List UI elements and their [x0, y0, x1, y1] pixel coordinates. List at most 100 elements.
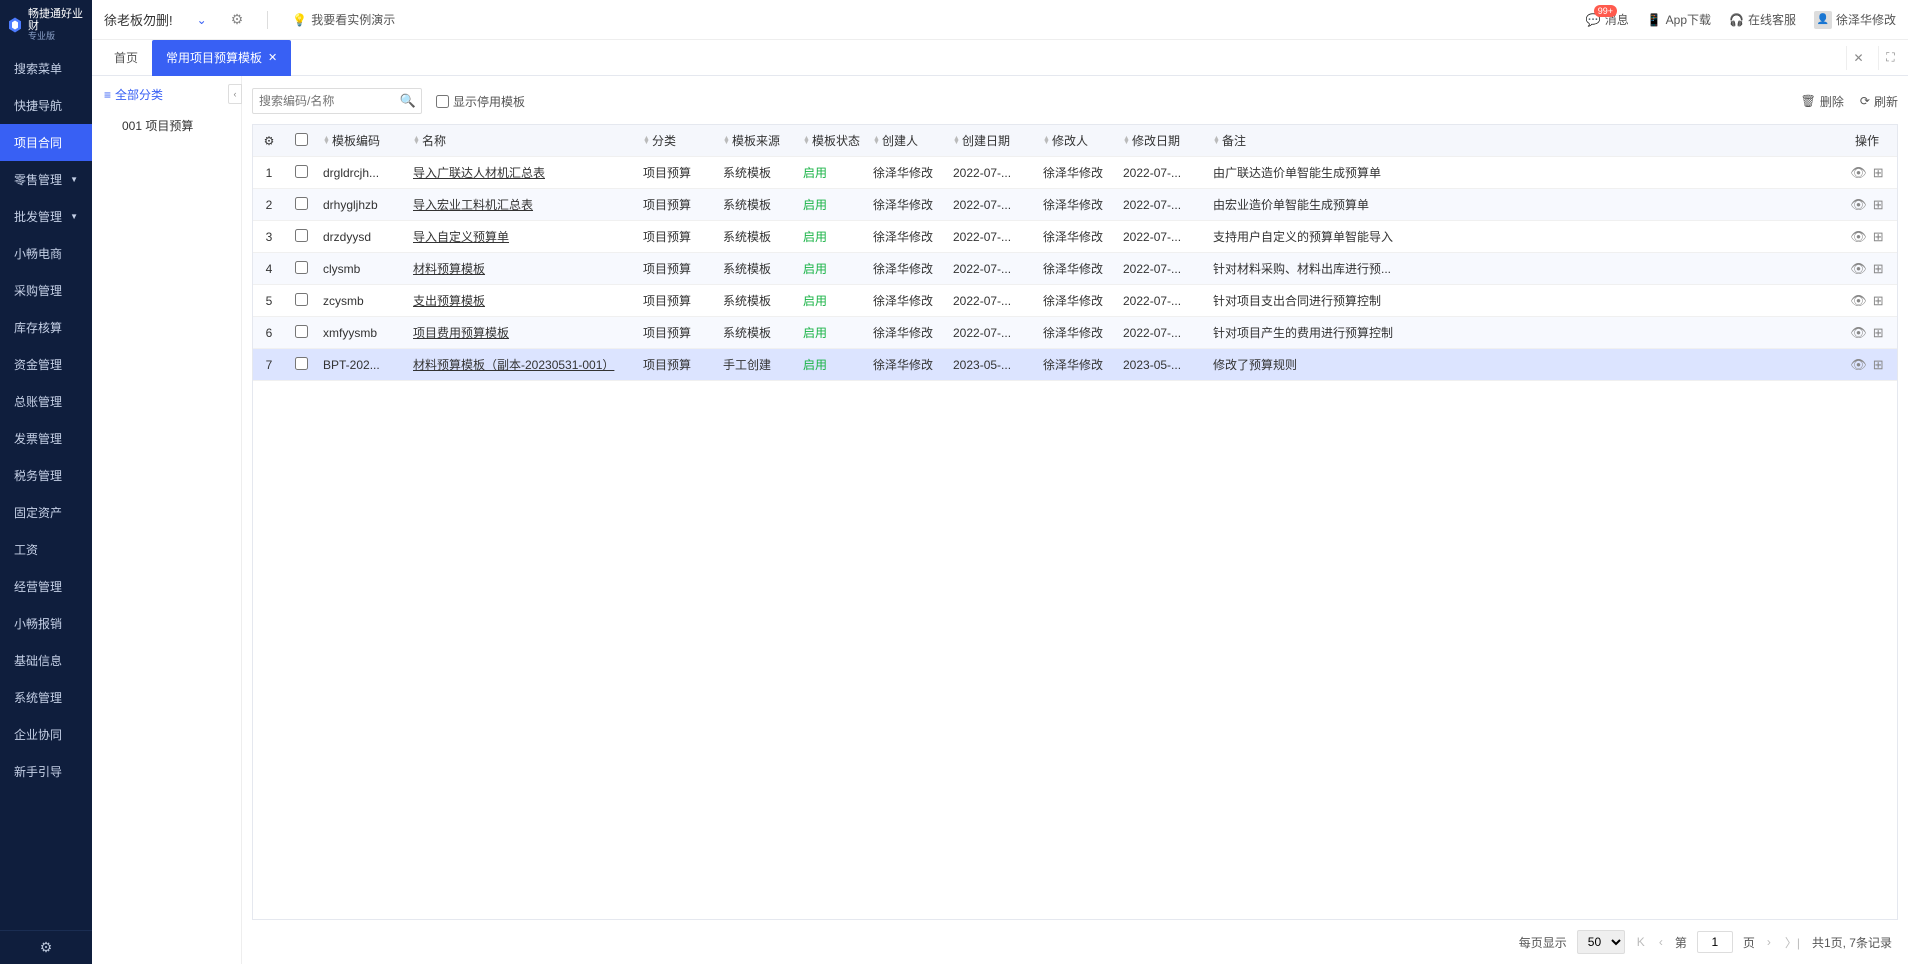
- messages-link[interactable]: 💬 消息 99+: [1586, 11, 1629, 28]
- search-input[interactable]: [252, 88, 422, 114]
- row-checkbox[interactable]: [295, 165, 308, 178]
- next-page-button[interactable]: ›: [1765, 935, 1773, 949]
- cell-code: xmfyysmb: [317, 317, 407, 349]
- view-icon[interactable]: 👁: [1850, 165, 1867, 181]
- nav-item-5[interactable]: 小畅电商: [0, 235, 92, 272]
- nav-item-9[interactable]: 总账管理: [0, 383, 92, 420]
- table-row[interactable]: 2drhygljhzb导入宏业工料机汇总表项目预算系统模板启用徐泽华修改2022…: [253, 189, 1897, 221]
- view-icon[interactable]: 👁: [1850, 229, 1867, 245]
- row-checkbox[interactable]: [295, 325, 308, 338]
- page-input[interactable]: [1697, 931, 1733, 953]
- nav-item-0[interactable]: 搜索菜单: [0, 50, 92, 87]
- row-checkbox[interactable]: [295, 261, 308, 274]
- col-modifier[interactable]: ▲▼修改人: [1037, 125, 1117, 157]
- org-settings-icon[interactable]: ⚙: [231, 11, 244, 28]
- nav-item-4[interactable]: 批发管理▼: [0, 198, 92, 235]
- nav-item-6[interactable]: 采购管理: [0, 272, 92, 309]
- demo-link[interactable]: 💡 我要看实例演示: [292, 11, 395, 28]
- tab-close-icon[interactable]: ✕: [268, 51, 277, 64]
- panel-collapse-icon[interactable]: ‹: [228, 84, 242, 104]
- more-icon[interactable]: ⊞: [1873, 229, 1884, 245]
- col-remark[interactable]: ▲▼备注: [1207, 125, 1837, 157]
- nav-item-13[interactable]: 工资: [0, 531, 92, 568]
- cell-name-link[interactable]: 导入广联达人材机汇总表: [413, 166, 545, 180]
- table-row[interactable]: 5zcysmb支出预算模板项目预算系统模板启用徐泽华修改2022-07-...徐…: [253, 285, 1897, 317]
- nav-item-18[interactable]: 企业协同: [0, 716, 92, 753]
- col-code[interactable]: ▲▼模板编码: [317, 125, 407, 157]
- refresh-button[interactable]: ⟳ 刷新: [1860, 93, 1898, 110]
- row-checkbox[interactable]: [295, 293, 308, 306]
- tab-home[interactable]: 首页: [100, 40, 152, 76]
- show-disabled-checkbox[interactable]: [436, 95, 449, 108]
- cell-cdate: 2022-07-...: [947, 285, 1037, 317]
- view-icon[interactable]: 👁: [1850, 197, 1867, 213]
- col-name[interactable]: ▲▼名称: [407, 125, 637, 157]
- col-creator[interactable]: ▲▼创建人: [867, 125, 947, 157]
- category-item[interactable]: 001 项目预算: [92, 111, 241, 140]
- nav-item-19[interactable]: 新手引导: [0, 753, 92, 790]
- nav-item-3[interactable]: 零售管理▼: [0, 161, 92, 198]
- table-row[interactable]: 7BPT-202...材料预算模板（副本-20230531-001）项目预算手工…: [253, 349, 1897, 381]
- nav-item-7[interactable]: 库存核算: [0, 309, 92, 346]
- col-cdate[interactable]: ▲▼创建日期: [947, 125, 1037, 157]
- search-icon[interactable]: 🔍: [400, 93, 416, 109]
- cell-creator: 徐泽华修改: [867, 221, 947, 253]
- tab-active[interactable]: 常用项目预算模板 ✕: [152, 40, 291, 76]
- view-icon[interactable]: 👁: [1850, 293, 1867, 309]
- fullscreen-icon[interactable]: ⛶: [1878, 46, 1902, 70]
- nav-item-2[interactable]: 项目合同: [0, 124, 92, 161]
- cell-name-link[interactable]: 项目费用预算模板: [413, 326, 509, 340]
- nav-item-17[interactable]: 系统管理: [0, 679, 92, 716]
- nav-item-1[interactable]: 快捷导航: [0, 87, 92, 124]
- delete-button[interactable]: 🗑 删除: [1801, 93, 1844, 110]
- cell-name-link[interactable]: 材料预算模板: [413, 262, 485, 276]
- cell-name-link[interactable]: 导入自定义预算单: [413, 230, 509, 244]
- nav-label: 经营管理: [14, 578, 62, 595]
- row-checkbox[interactable]: [295, 357, 308, 370]
- cell-name-link[interactable]: 支出预算模板: [413, 294, 485, 308]
- nav-item-15[interactable]: 小畅报销: [0, 605, 92, 642]
- table-row[interactable]: 1drgldrcjh...导入广联达人材机汇总表项目预算系统模板启用徐泽华修改2…: [253, 157, 1897, 189]
- category-all[interactable]: ≡ 全部分类: [92, 86, 241, 111]
- row-checkbox[interactable]: [295, 229, 308, 242]
- more-icon[interactable]: ⊞: [1873, 261, 1884, 277]
- nav-item-11[interactable]: 税务管理: [0, 457, 92, 494]
- cell-name-link[interactable]: 导入宏业工料机汇总表: [413, 198, 533, 212]
- first-page-button[interactable]: K: [1635, 935, 1647, 949]
- col-source[interactable]: ▲▼模板来源: [717, 125, 797, 157]
- select-all-checkbox[interactable]: [295, 133, 308, 146]
- nav-item-10[interactable]: 发票管理: [0, 420, 92, 457]
- cell-name-link[interactable]: 材料预算模板（副本-20230531-001）: [413, 358, 614, 372]
- prev-page-button[interactable]: ‹: [1657, 935, 1665, 949]
- table-row[interactable]: 3drzdyysd导入自定义预算单项目预算系统模板启用徐泽华修改2022-07-…: [253, 221, 1897, 253]
- last-page-button[interactable]: 〉|: [1783, 934, 1802, 951]
- support-link[interactable]: 🎧 在线客服: [1729, 11, 1796, 28]
- col-status[interactable]: ▲▼模板状态: [797, 125, 867, 157]
- view-icon[interactable]: 👁: [1850, 357, 1867, 373]
- cell-category: 项目预算: [637, 285, 717, 317]
- nav-item-14[interactable]: 经营管理: [0, 568, 92, 605]
- more-icon[interactable]: ⊞: [1873, 325, 1884, 341]
- table-row[interactable]: 4clysmb材料预算模板项目预算系统模板启用徐泽华修改2022-07-...徐…: [253, 253, 1897, 285]
- col-category[interactable]: ▲▼分类: [637, 125, 717, 157]
- more-icon[interactable]: ⊞: [1873, 293, 1884, 309]
- user-menu[interactable]: 👤 徐泽华修改: [1814, 11, 1896, 29]
- more-icon[interactable]: ⊞: [1873, 165, 1884, 181]
- table-row[interactable]: 6xmfyysmb项目费用预算模板项目预算系统模板启用徐泽华修改2022-07-…: [253, 317, 1897, 349]
- view-icon[interactable]: 👁: [1850, 261, 1867, 277]
- view-icon[interactable]: 👁: [1850, 325, 1867, 341]
- nav-item-12[interactable]: 固定资产: [0, 494, 92, 531]
- row-checkbox[interactable]: [295, 197, 308, 210]
- per-page-select[interactable]: 50: [1577, 930, 1625, 954]
- nav-item-16[interactable]: 基础信息: [0, 642, 92, 679]
- col-mdate[interactable]: ▲▼修改日期: [1117, 125, 1207, 157]
- show-disabled-toggle[interactable]: 显示停用模板: [436, 93, 525, 110]
- app-download-link[interactable]: 📱 App下载: [1647, 11, 1711, 28]
- tabs-close-all-icon[interactable]: ✕: [1846, 46, 1870, 70]
- nav-item-8[interactable]: 资金管理: [0, 346, 92, 383]
- sidebar-settings-icon[interactable]: ⚙: [40, 939, 53, 955]
- more-icon[interactable]: ⊞: [1873, 357, 1884, 373]
- column-settings-icon[interactable]: ⚙: [264, 134, 275, 148]
- org-switch-icon[interactable]: ⌄: [197, 13, 207, 27]
- more-icon[interactable]: ⊞: [1873, 197, 1884, 213]
